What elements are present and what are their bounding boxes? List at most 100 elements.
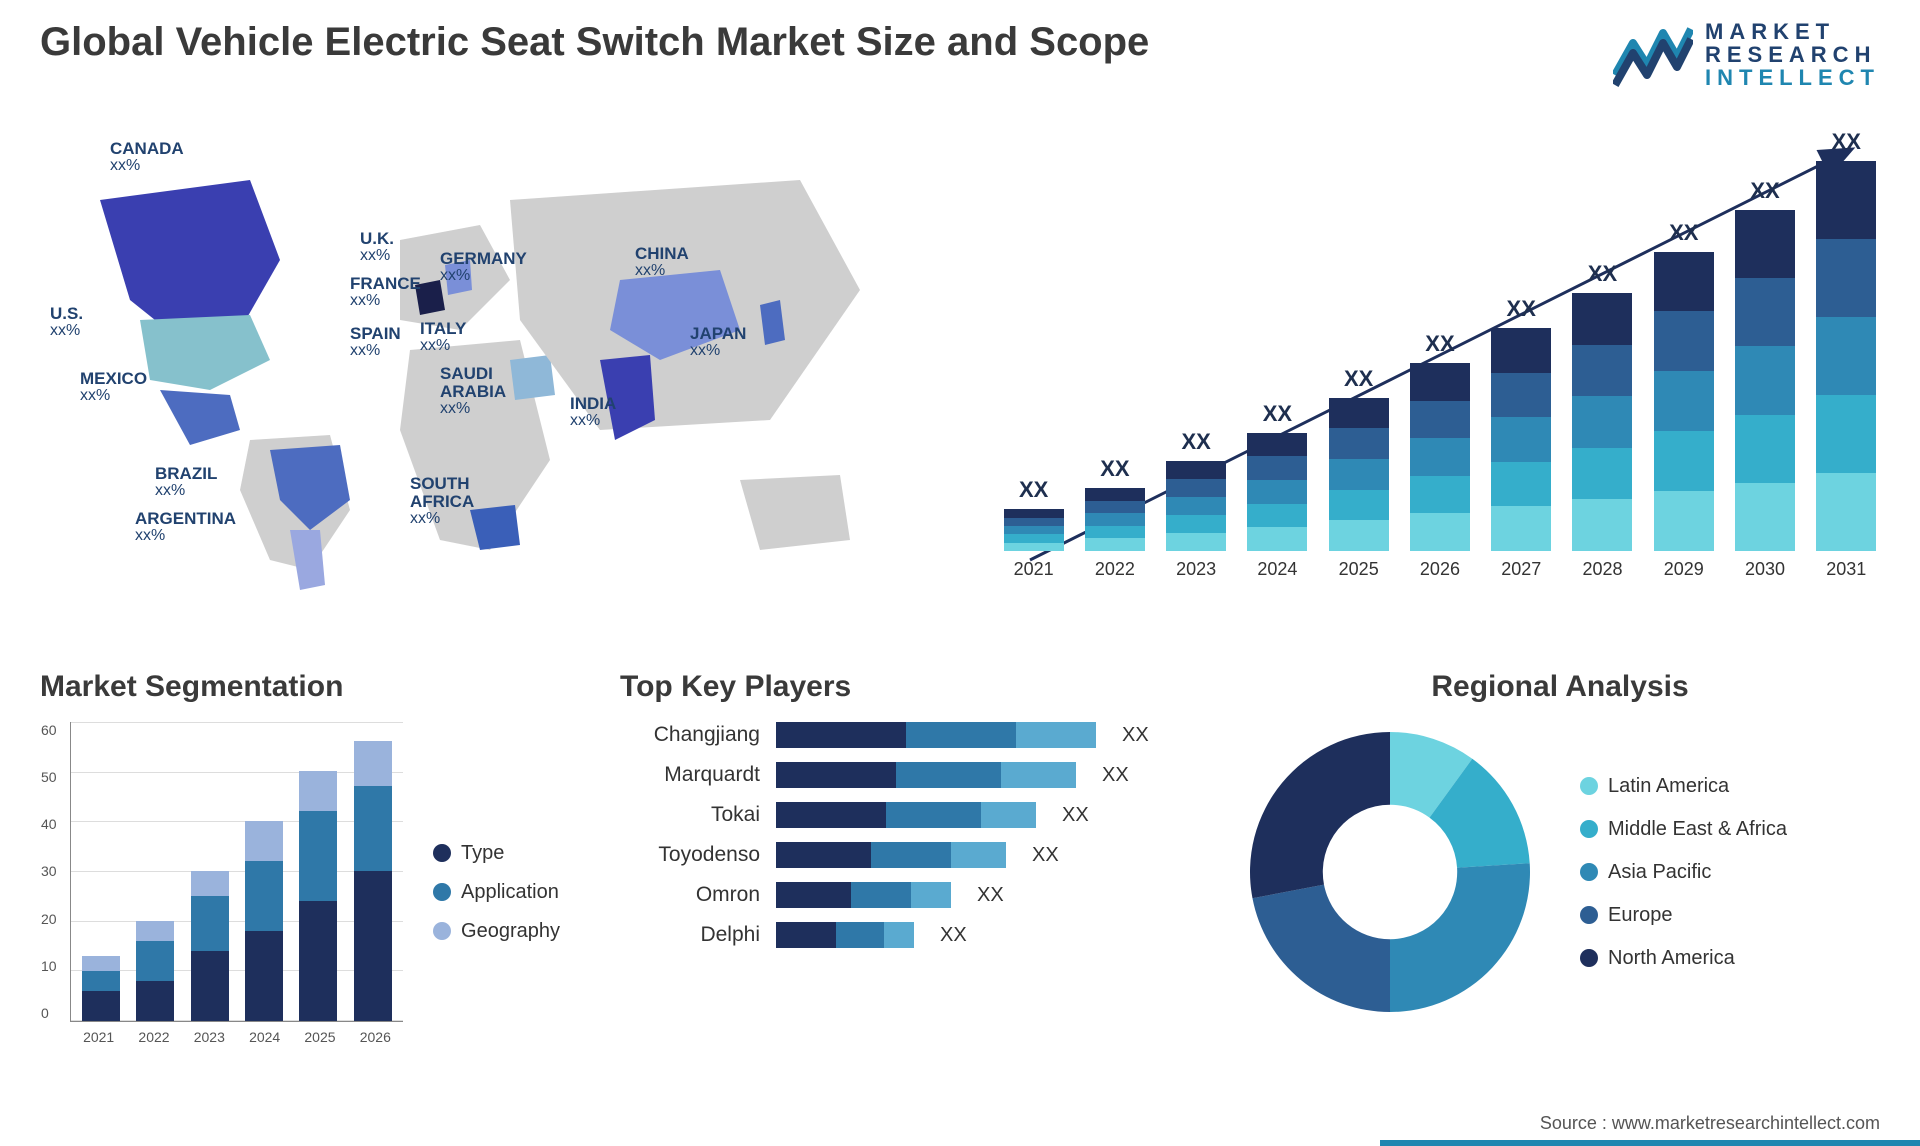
donut-chart xyxy=(1240,722,1540,1022)
seg-bar-segment xyxy=(245,931,283,1021)
kp-bar-segment xyxy=(1016,722,1096,748)
kp-name: Toyodenso xyxy=(620,843,760,867)
seg-bar-segment xyxy=(136,921,174,941)
seg-ytick: 20 xyxy=(41,911,57,927)
map-label-japan: JAPANxx% xyxy=(690,325,746,360)
map-region-aus xyxy=(740,475,850,550)
main-bar-segment xyxy=(1572,499,1632,551)
main-bar-segment xyxy=(1329,428,1389,459)
world-map: CANADAxx%U.S.xx%MEXICOxx%BRAZILxx%ARGENT… xyxy=(40,130,940,620)
main-bar-xlabel: 2031 xyxy=(1826,559,1866,580)
regional-legend-item: Asia Pacific xyxy=(1580,861,1787,884)
seg-bar-2022 xyxy=(136,921,174,1021)
segmentation-plot: 202120222023202420252026 0102030405060 xyxy=(70,722,403,1022)
main-bar-toplabel: XX xyxy=(1181,429,1210,455)
main-bar-segment xyxy=(1735,483,1795,551)
kp-name: Tokai xyxy=(620,803,760,827)
header: Global Vehicle Electric Seat Switch Mark… xyxy=(40,20,1880,110)
kp-bar-segment xyxy=(884,922,914,948)
segmentation-title: Market Segmentation xyxy=(40,670,560,704)
main-bar-segment xyxy=(1329,459,1389,490)
main-bar-segment xyxy=(1816,161,1876,239)
segmentation-legend: TypeApplicationGeography xyxy=(433,722,560,1062)
kp-bar xyxy=(776,922,914,948)
legend-label: Asia Pacific xyxy=(1608,861,1711,884)
kp-bar xyxy=(776,722,1096,748)
main-bar-2024: XX2024 xyxy=(1244,401,1310,580)
main-bar-2031: XX 2031 xyxy=(1813,129,1879,580)
kp-value: XX xyxy=(1032,844,1059,867)
source-text: Source : www.marketresearchintellect.com xyxy=(1540,1113,1880,1134)
seg-ytick: 50 xyxy=(41,769,57,785)
main-bar-2021: XX2021 xyxy=(1001,477,1067,580)
main-bar-segment xyxy=(1816,473,1876,551)
main-bar-segment xyxy=(1004,509,1064,517)
main-bar-segment xyxy=(1816,395,1876,473)
kp-value: XX xyxy=(1122,724,1149,747)
kp-row-omron: Omron XX xyxy=(620,882,1180,908)
main-bar-segment xyxy=(1085,513,1145,526)
seg-bar-segment xyxy=(354,741,392,786)
seg-xlabel: 2025 xyxy=(304,1029,335,1045)
seg-legend-item: Type xyxy=(433,842,560,865)
brand-logo: MARKET RESEARCH INTELLECT xyxy=(1613,20,1880,89)
seg-bar-segment xyxy=(191,951,229,1021)
segmentation-panel: Market Segmentation 20212022202320242025… xyxy=(40,670,560,1106)
map-region-mx xyxy=(160,390,240,445)
main-bar-toplabel: XX xyxy=(1669,220,1698,246)
seg-bar-segment xyxy=(136,981,174,1021)
legend-dot-icon xyxy=(433,883,451,901)
regional-chart: Latin AmericaMiddle East & AfricaAsia Pa… xyxy=(1240,722,1880,1022)
main-bar-xlabel: 2023 xyxy=(1176,559,1216,580)
main-bar-segment xyxy=(1410,513,1470,551)
logo-line2: RESEARCH xyxy=(1705,43,1880,66)
seg-bar-2024 xyxy=(245,821,283,1021)
kp-value: XX xyxy=(977,884,1004,907)
seg-ytick: 10 xyxy=(41,958,57,974)
kp-bar-segment xyxy=(871,842,951,868)
map-label-mexico: MEXICOxx% xyxy=(80,370,147,405)
main-bar-segment xyxy=(1004,534,1064,542)
kp-bar-segment xyxy=(951,842,1006,868)
main-bar-segment xyxy=(1247,433,1307,457)
main-bar-segment xyxy=(1329,520,1389,551)
main-bar-segment xyxy=(1735,415,1795,483)
logo-mark-icon xyxy=(1613,23,1693,87)
main-bar-2022: XX2022 xyxy=(1082,456,1148,580)
main-bar-segment xyxy=(1491,462,1551,507)
map-region-sau xyxy=(510,355,555,400)
kp-name: Omron xyxy=(620,883,760,907)
kp-bar-segment xyxy=(776,842,871,868)
kp-bar-segment xyxy=(981,802,1036,828)
regional-legend-item: Europe xyxy=(1580,904,1787,927)
kp-value: XX xyxy=(1102,764,1129,787)
main-bar-segment xyxy=(1085,526,1145,539)
legend-dot-icon xyxy=(433,922,451,940)
main-bar-segment xyxy=(1247,480,1307,504)
main-bar-chart: XX2021XX2022XX2023XX2024XX2025XX2026XX20… xyxy=(1000,130,1880,610)
donut-segment-north-america xyxy=(1250,732,1390,898)
key-players-title: Top Key Players xyxy=(620,670,1180,704)
map-label-italy: ITALYxx% xyxy=(420,320,466,355)
logo-line1: MARKET xyxy=(1705,20,1880,43)
main-bar-segment xyxy=(1247,504,1307,528)
seg-bar-segment xyxy=(82,956,120,971)
main-bar-segment xyxy=(1085,501,1145,514)
legend-label: Middle East & Africa xyxy=(1608,818,1787,841)
main-bar-segment xyxy=(1735,210,1795,278)
legend-label: Europe xyxy=(1608,904,1673,927)
legend-dot-icon xyxy=(1580,863,1598,881)
seg-bar-segment xyxy=(245,861,283,931)
main-bar-segment xyxy=(1166,479,1226,497)
seg-bar-2023 xyxy=(191,871,229,1021)
seg-xlabel: 2026 xyxy=(360,1029,391,1045)
main-bar-toplabel: XX xyxy=(1832,129,1861,155)
main-bar-segment xyxy=(1572,396,1632,448)
main-bar-xlabel: 2021 xyxy=(1014,559,1054,580)
main-bar-segment xyxy=(1166,497,1226,515)
main-bar-segment xyxy=(1654,252,1714,312)
kp-bar-segment xyxy=(776,882,851,908)
main-bar-segment xyxy=(1166,461,1226,479)
seg-bar-segment xyxy=(82,971,120,991)
main-bar-toplabel: XX xyxy=(1263,401,1292,427)
